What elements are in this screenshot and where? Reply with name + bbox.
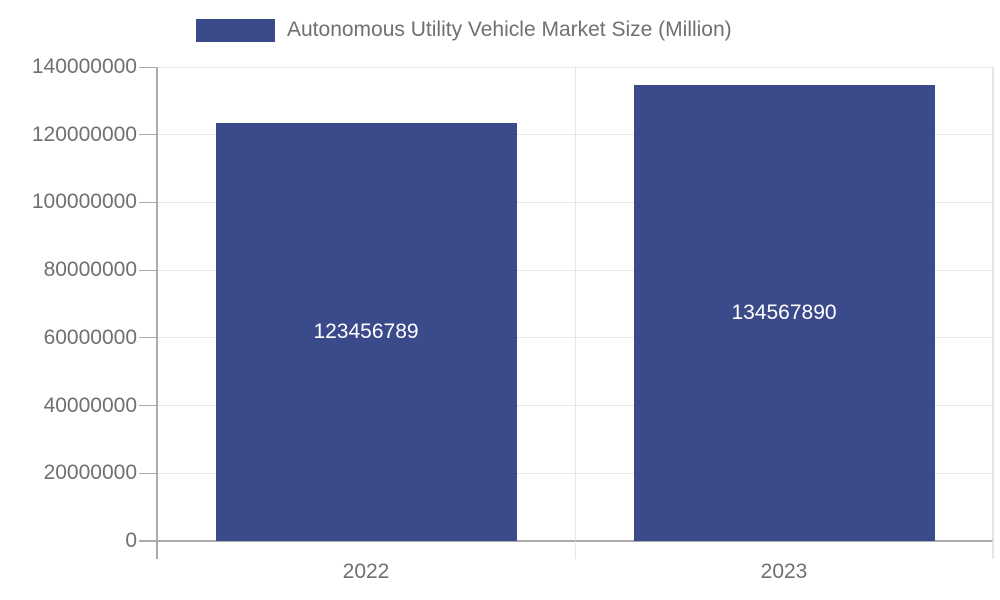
bar [215, 123, 517, 541]
x-tick-label: 2022 [342, 560, 390, 583]
y-axis-tick [139, 472, 157, 474]
y-tick-label: 80000000 [43, 258, 137, 282]
legend-swatch [196, 18, 275, 42]
gridline-vertical [574, 67, 576, 541]
y-axis-tick [139, 134, 157, 136]
y-tick-label: 40000000 [43, 393, 137, 417]
y-tick-label: 60000000 [43, 325, 137, 349]
y-axis-line [156, 67, 158, 541]
x-axis-tick [992, 541, 994, 559]
x-axis-tick [574, 541, 576, 559]
x-axis-tick [156, 541, 158, 559]
y-axis-tick [139, 201, 157, 203]
bar-value-label: 123456789 [313, 320, 419, 343]
bar-value-label: 134567890 [731, 301, 837, 325]
y-axis-tick [139, 66, 157, 68]
x-tick-label: 2023 [760, 560, 808, 583]
y-tick-label: 100000000 [31, 190, 137, 214]
bar [633, 85, 935, 541]
y-axis-tick [139, 405, 157, 407]
y-axis-tick [139, 337, 157, 339]
y-tick-label: 20000000 [43, 461, 137, 485]
legend-label: Autonomous Utility Vehicle Market Size (… [287, 18, 732, 41]
y-tick-label: 140000000 [31, 55, 137, 78]
y-tick-label: 120000000 [31, 122, 137, 146]
legend[interactable]: Autonomous Utility Vehicle Market Size (… [196, 17, 732, 43]
y-tick-label: 0 [125, 529, 137, 552]
y-axis-tick [139, 269, 157, 271]
plot-right-border [992, 67, 994, 541]
x-axis-line [139, 540, 993, 542]
